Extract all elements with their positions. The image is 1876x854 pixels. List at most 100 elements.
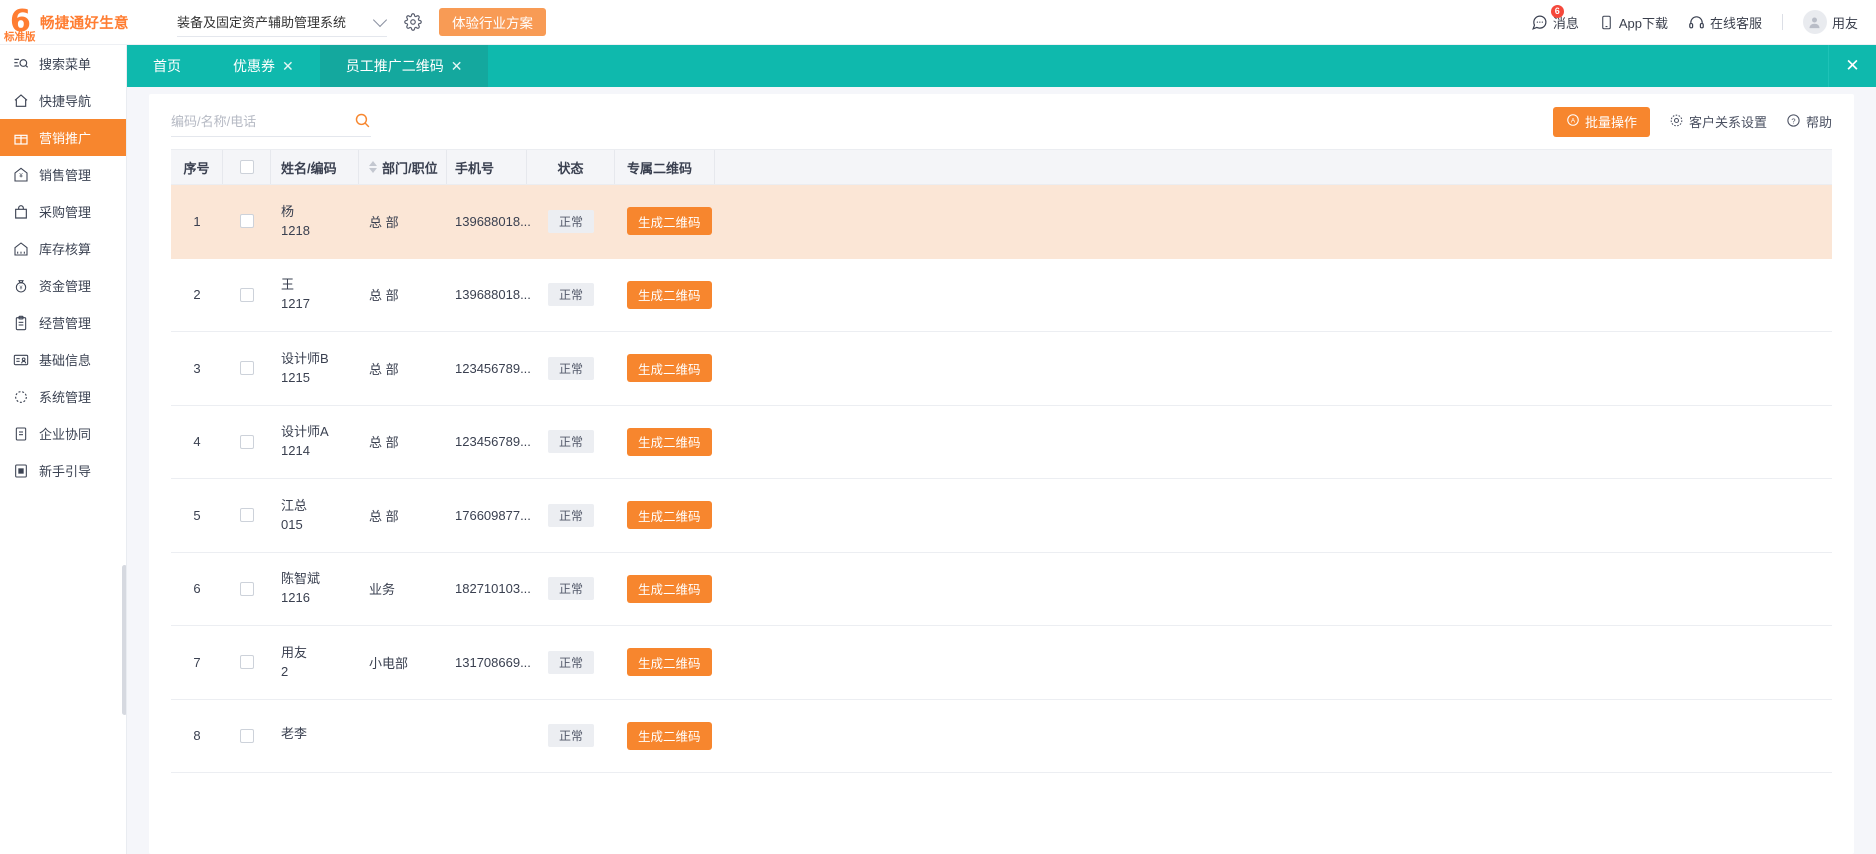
sidebar-label: 快捷导航: [39, 94, 92, 109]
column-header-phone[interactable]: 手机号: [447, 150, 527, 184]
sidebar-label: 营销推广: [39, 131, 92, 146]
row-checkbox[interactable]: [240, 287, 254, 302]
sidebar-label: 库存核算: [39, 242, 92, 257]
generate-qrcode-button[interactable]: 生成二维码: [627, 280, 712, 309]
row-name-cell: 用友 2: [271, 626, 359, 699]
gear-icon[interactable]: [403, 12, 423, 32]
close-all-tabs-button[interactable]: ✕: [1828, 45, 1876, 87]
table-row[interactable]: 1 杨 1218 总 部 139688018... 正常 生成二维码: [171, 185, 1832, 259]
status-badge: 正常: [547, 724, 594, 748]
sidebar-item-guide[interactable]: 新手引导: [0, 452, 126, 489]
column-header-department[interactable]: 部门/职位: [359, 150, 447, 184]
tab-label: 员工推广二维码: [345, 58, 444, 74]
tab-coupon[interactable]: 优惠券 ✕: [207, 45, 320, 87]
generate-qrcode-button[interactable]: 生成二维码: [627, 354, 712, 383]
row-qrcode-cell: 生成二维码: [615, 626, 715, 699]
row-checkbox[interactable]: [240, 434, 254, 449]
sidebar-item-funds[interactable]: ¥ 资金管理: [0, 267, 126, 304]
row-name: 王: [281, 277, 295, 292]
sidebar-item-collaboration[interactable]: 企业协同: [0, 415, 126, 452]
sidebar-item-system[interactable]: 系统管理: [0, 378, 126, 415]
sidebar-item-purchase[interactable]: 采购管理: [0, 193, 126, 230]
batch-operation-label: 批量操作: [1584, 115, 1637, 130]
user-menu[interactable]: 用友: [1802, 10, 1858, 34]
close-icon[interactable]: ✕: [282, 58, 294, 74]
search-menu-icon: [12, 55, 29, 72]
sidebar-item-operations[interactable]: 经营管理: [0, 304, 126, 341]
batch-operation-button[interactable]: A 批量操作: [1552, 106, 1650, 137]
row-phone: 182710103...: [455, 581, 531, 597]
table-row[interactable]: 6 陈智斌 1216 业务 182710103... 正常 生成二维码: [171, 553, 1832, 626]
app-download-label: App下载: [1618, 15, 1668, 31]
generate-qrcode-button[interactable]: 生成二维码: [627, 207, 712, 236]
messages-button[interactable]: 消息 6: [1531, 4, 1579, 32]
brand-logo[interactable]: 6 畅捷通好生意 标准版: [0, 0, 155, 45]
generate-qrcode-button[interactable]: 生成二维码: [627, 648, 712, 677]
row-name: 陈智斌: [281, 571, 321, 586]
customer-relation-settings-button[interactable]: 客户关系设置: [1669, 112, 1767, 131]
column-header-index[interactable]: 序号: [171, 150, 223, 184]
row-checkbox-cell: [223, 259, 271, 332]
status-badge: 正常: [547, 209, 594, 233]
search-input[interactable]: [171, 113, 339, 129]
table-row[interactable]: 8 老李 正常 生成二维码: [171, 700, 1832, 773]
table-body: 1 杨 1218 总 部 139688018... 正常 生成二维码: [171, 185, 1832, 773]
system-select[interactable]: 装备及固定资产辅助管理系统: [177, 7, 388, 37]
row-checkbox[interactable]: [240, 728, 254, 743]
generate-qrcode-button[interactable]: 生成二维码: [627, 574, 712, 603]
row-checkbox-cell: [223, 185, 271, 258]
close-icon[interactable]: ✕: [450, 58, 463, 74]
gear-icon: [1669, 113, 1684, 131]
table-row[interactable]: 2 王 1217 总 部 139688018... 正常 生成二维码: [171, 259, 1832, 332]
sidebar-item-search-menu[interactable]: 搜索菜单: [0, 45, 126, 82]
row-code: 1216: [281, 590, 310, 606]
row-checkbox-cell: [223, 479, 271, 552]
headset-icon: [1688, 14, 1705, 31]
table-row[interactable]: 5 江总 015 总 部 176609877... 正常 生成二维码: [171, 479, 1832, 553]
table-row[interactable]: 4 设计师A 1214 总 部 123456789... 正常 生成二维码: [171, 406, 1832, 479]
row-checkbox[interactable]: [240, 508, 254, 523]
row-index: 4: [193, 434, 201, 450]
row-department: 总 部: [369, 288, 399, 304]
row-index: 3: [193, 360, 201, 376]
experience-industry-plan-button[interactable]: 体验行业方案: [439, 8, 546, 36]
help-button[interactable]: ? 帮助: [1786, 112, 1832, 131]
column-header-name[interactable]: 姓名/编码: [271, 150, 359, 184]
online-service-button[interactable]: 在线客服: [1688, 13, 1762, 32]
toolbar-actions: A 批量操作 客户关系设置: [1552, 106, 1832, 137]
table-row[interactable]: 3 设计师B 1215 总 部 123456789... 正常 生成二维码: [171, 332, 1832, 406]
column-header-department-label: 部门/职位: [382, 160, 438, 176]
row-checkbox[interactable]: [240, 361, 254, 376]
sidebar-item-quick-nav[interactable]: 快捷导航: [0, 82, 126, 119]
sidebar-label: 经营管理: [39, 316, 92, 331]
row-checkbox[interactable]: [240, 581, 254, 596]
sidebar-item-inventory[interactable]: 库存核算: [0, 230, 126, 267]
sidebar-label: 新手引导: [39, 464, 92, 479]
sidebar-item-basic-info[interactable]: 基础信息: [0, 341, 126, 378]
sort-icon[interactable]: [369, 161, 377, 173]
generate-qrcode-button[interactable]: 生成二维码: [627, 721, 712, 750]
table-row[interactable]: 7 用友 2 小电部 131708669... 正常 生成二维码: [171, 626, 1832, 700]
generate-qrcode-button[interactable]: 生成二维码: [627, 427, 712, 456]
column-header-qrcode[interactable]: 专属二维码: [615, 150, 715, 184]
sidebar-item-marketing[interactable]: 营销推广: [0, 119, 126, 156]
select-all-checkbox[interactable]: [239, 160, 254, 174]
search-icon[interactable]: [354, 112, 371, 134]
tab-employee-promo-qrcode[interactable]: 员工推广二维码 ✕: [319, 45, 489, 87]
row-checkbox[interactable]: [240, 655, 254, 670]
divider: [1781, 14, 1783, 30]
sidebar-scrollbar[interactable]: [122, 565, 126, 715]
row-spacer: [715, 479, 1832, 552]
tab-home[interactable]: 首页: [127, 45, 207, 87]
generate-qrcode-button[interactable]: 生成二维码: [627, 501, 712, 530]
sidebar: 搜索菜单 快捷导航 营销推广 ¥: [0, 45, 127, 854]
tab-label: 优惠券: [233, 58, 275, 74]
status-badge: 正常: [547, 503, 594, 527]
column-header-status[interactable]: 状态: [527, 150, 615, 184]
row-status-cell: 正常: [527, 259, 615, 332]
search-box[interactable]: [171, 107, 371, 137]
sidebar-item-sales[interactable]: ¥ 销售管理: [0, 156, 126, 193]
row-checkbox[interactable]: [240, 214, 254, 229]
app-download-button[interactable]: App下载: [1599, 13, 1668, 32]
chevron-down-icon: [372, 12, 388, 28]
